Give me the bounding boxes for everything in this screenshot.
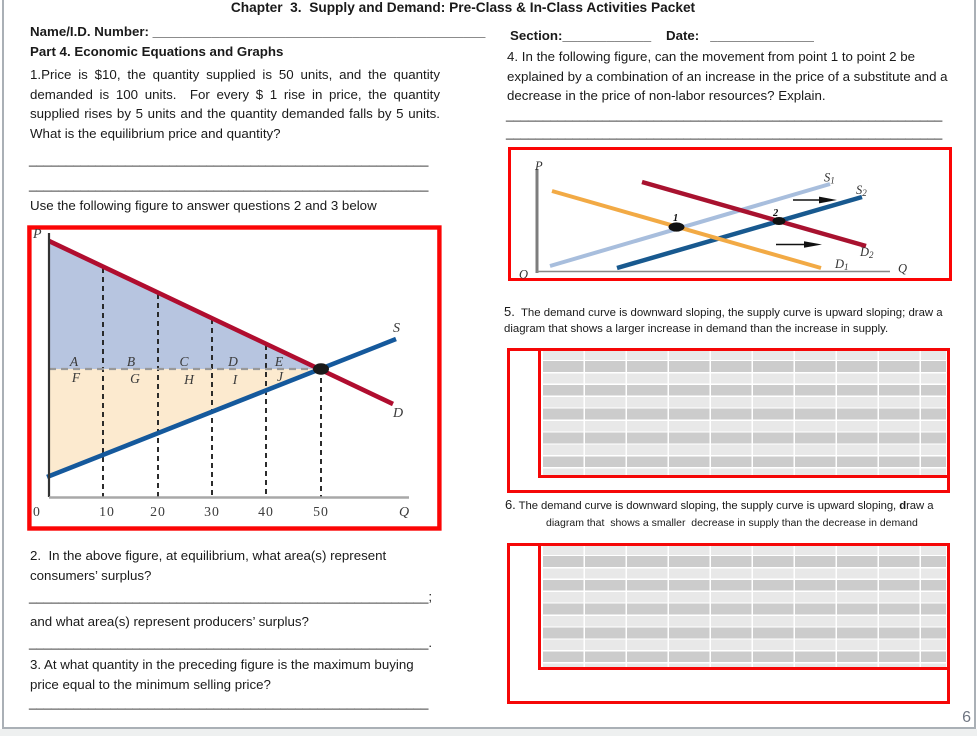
svg-text:I: I xyxy=(232,372,239,387)
svg-text:40: 40 xyxy=(258,504,274,519)
svg-text:30: 30 xyxy=(204,504,220,519)
svg-text:Q: Q xyxy=(898,262,907,276)
svg-text:D2: D2 xyxy=(859,245,874,260)
svg-text:O: O xyxy=(519,268,528,282)
svg-text:F: F xyxy=(71,370,81,385)
svg-text:E: E xyxy=(274,354,284,369)
svg-text:S2: S2 xyxy=(856,183,867,198)
svg-text:H: H xyxy=(183,372,195,387)
svg-text:1: 1 xyxy=(673,213,678,224)
svg-text:J: J xyxy=(277,369,284,384)
svg-text:Q: Q xyxy=(399,505,409,520)
svg-text:D: D xyxy=(227,354,238,369)
svg-text:0: 0 xyxy=(33,504,41,519)
svg-text:D1: D1 xyxy=(834,257,849,272)
svg-text:B: B xyxy=(127,354,135,369)
svg-text:10: 10 xyxy=(99,504,115,519)
svg-text:P: P xyxy=(32,227,42,242)
svg-text:P: P xyxy=(534,159,543,173)
svg-text:G: G xyxy=(130,371,140,386)
svg-text:D: D xyxy=(392,406,403,421)
svg-text:2: 2 xyxy=(772,208,779,219)
svg-text:20: 20 xyxy=(150,504,166,519)
svg-text:50: 50 xyxy=(313,504,329,519)
svg-text:C: C xyxy=(179,354,189,369)
svg-text:S: S xyxy=(393,321,400,336)
svg-text:S1: S1 xyxy=(824,171,835,186)
svg-text:A: A xyxy=(69,354,79,369)
